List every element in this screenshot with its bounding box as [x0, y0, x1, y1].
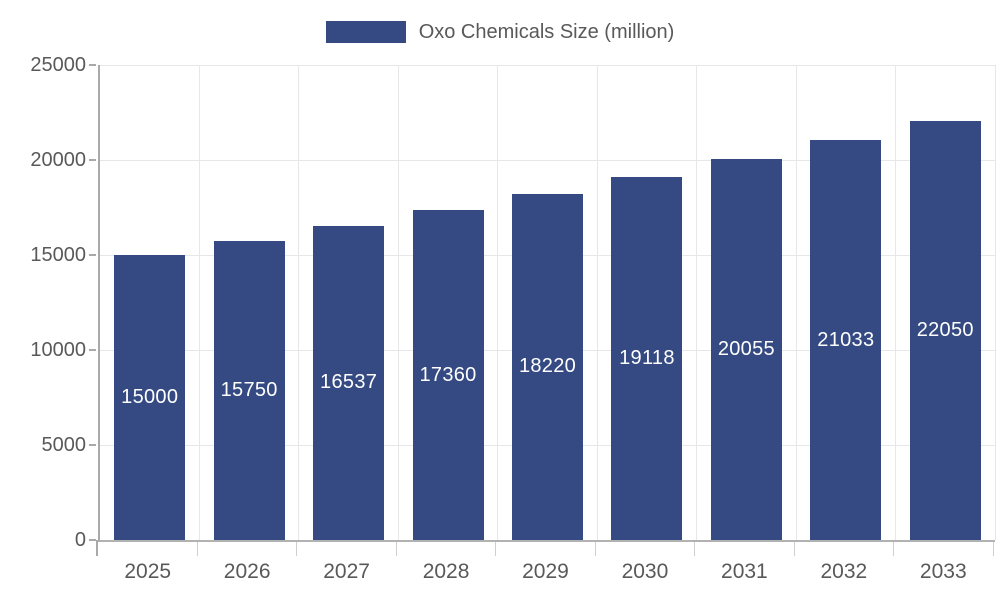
v-gridline	[596, 65, 598, 540]
v-gridline	[696, 65, 698, 540]
bar-value-label: 21033	[817, 328, 875, 351]
bar: 19118	[611, 176, 683, 540]
bar: 15000	[114, 255, 186, 540]
x-tick-label: 2030	[621, 560, 669, 583]
h-gridline	[100, 64, 995, 66]
v-gridline	[198, 65, 200, 540]
x-tick-mark	[495, 542, 497, 556]
x-tick-label: 2026	[223, 560, 271, 583]
x-tick-mark	[893, 542, 895, 556]
bar: 17360	[412, 210, 484, 540]
v-gridline	[298, 65, 300, 540]
x-tick-mark	[296, 542, 298, 556]
x-tick-mark	[395, 542, 397, 556]
y-tick-label: 15000	[30, 244, 86, 266]
y-tick-label: 0	[74, 529, 86, 551]
x-tick-mark	[793, 542, 795, 556]
x-tick-label: 2031	[721, 560, 768, 583]
v-gridline	[795, 65, 797, 540]
bar: 16537	[313, 225, 385, 540]
y-tick-label: 5000	[41, 434, 87, 456]
y-tick-mark	[89, 254, 96, 256]
x-tick-label: 2033	[919, 560, 967, 583]
bar-value-label: 18220	[518, 355, 577, 378]
bar: 18220	[512, 193, 583, 540]
x-tick-mark	[196, 542, 198, 556]
bar-value-label: 20055	[717, 337, 775, 360]
y-tick-mark	[89, 64, 96, 66]
legend: Oxo Chemicals Size (million)	[0, 20, 1000, 44]
bar: 15750	[213, 240, 285, 540]
x-tick-mark	[992, 542, 994, 556]
v-gridline	[397, 65, 399, 540]
h-gridline	[100, 159, 995, 161]
bar-value-label: 19118	[619, 346, 675, 369]
bar: 20055	[710, 158, 782, 540]
y-axis-foot-tick	[96, 540, 98, 556]
x-tick-label: 2032	[820, 560, 868, 583]
y-tick-label: 20000	[30, 149, 86, 171]
bar-value-label: 17360	[419, 363, 477, 386]
y-tick-mark	[89, 444, 96, 446]
v-gridline	[994, 65, 996, 540]
legend-label: Oxo Chemicals Size (million)	[418, 20, 675, 43]
x-tick-label: 2028	[422, 560, 470, 583]
v-gridline	[497, 65, 499, 540]
bar-value-label: 16537	[320, 371, 378, 394]
plot-area: 15000 15750 16537 17360 18220 19118 20055 21033…	[98, 64, 996, 542]
x-tick-label: 2029	[522, 560, 569, 583]
y-tick-mark	[89, 539, 96, 541]
bar: 22050	[909, 121, 981, 540]
legend-swatch-icon	[325, 21, 406, 43]
v-gridline	[895, 65, 897, 540]
x-tick-mark	[694, 542, 696, 556]
bar-value-label: 15750	[220, 378, 278, 401]
y-tick-label: 25000	[30, 54, 86, 76]
bar: 21033	[810, 140, 882, 540]
y-tick-mark	[89, 349, 96, 351]
y-tick-label: 10000	[30, 339, 86, 361]
x-tick-label: 2027	[323, 560, 370, 583]
bar-value-label: 15000	[121, 386, 179, 408]
x-tick-label: 2025	[124, 560, 172, 583]
bar-value-label: 22050	[916, 319, 974, 342]
y-tick-mark	[89, 159, 96, 161]
x-tick-mark	[594, 542, 596, 556]
